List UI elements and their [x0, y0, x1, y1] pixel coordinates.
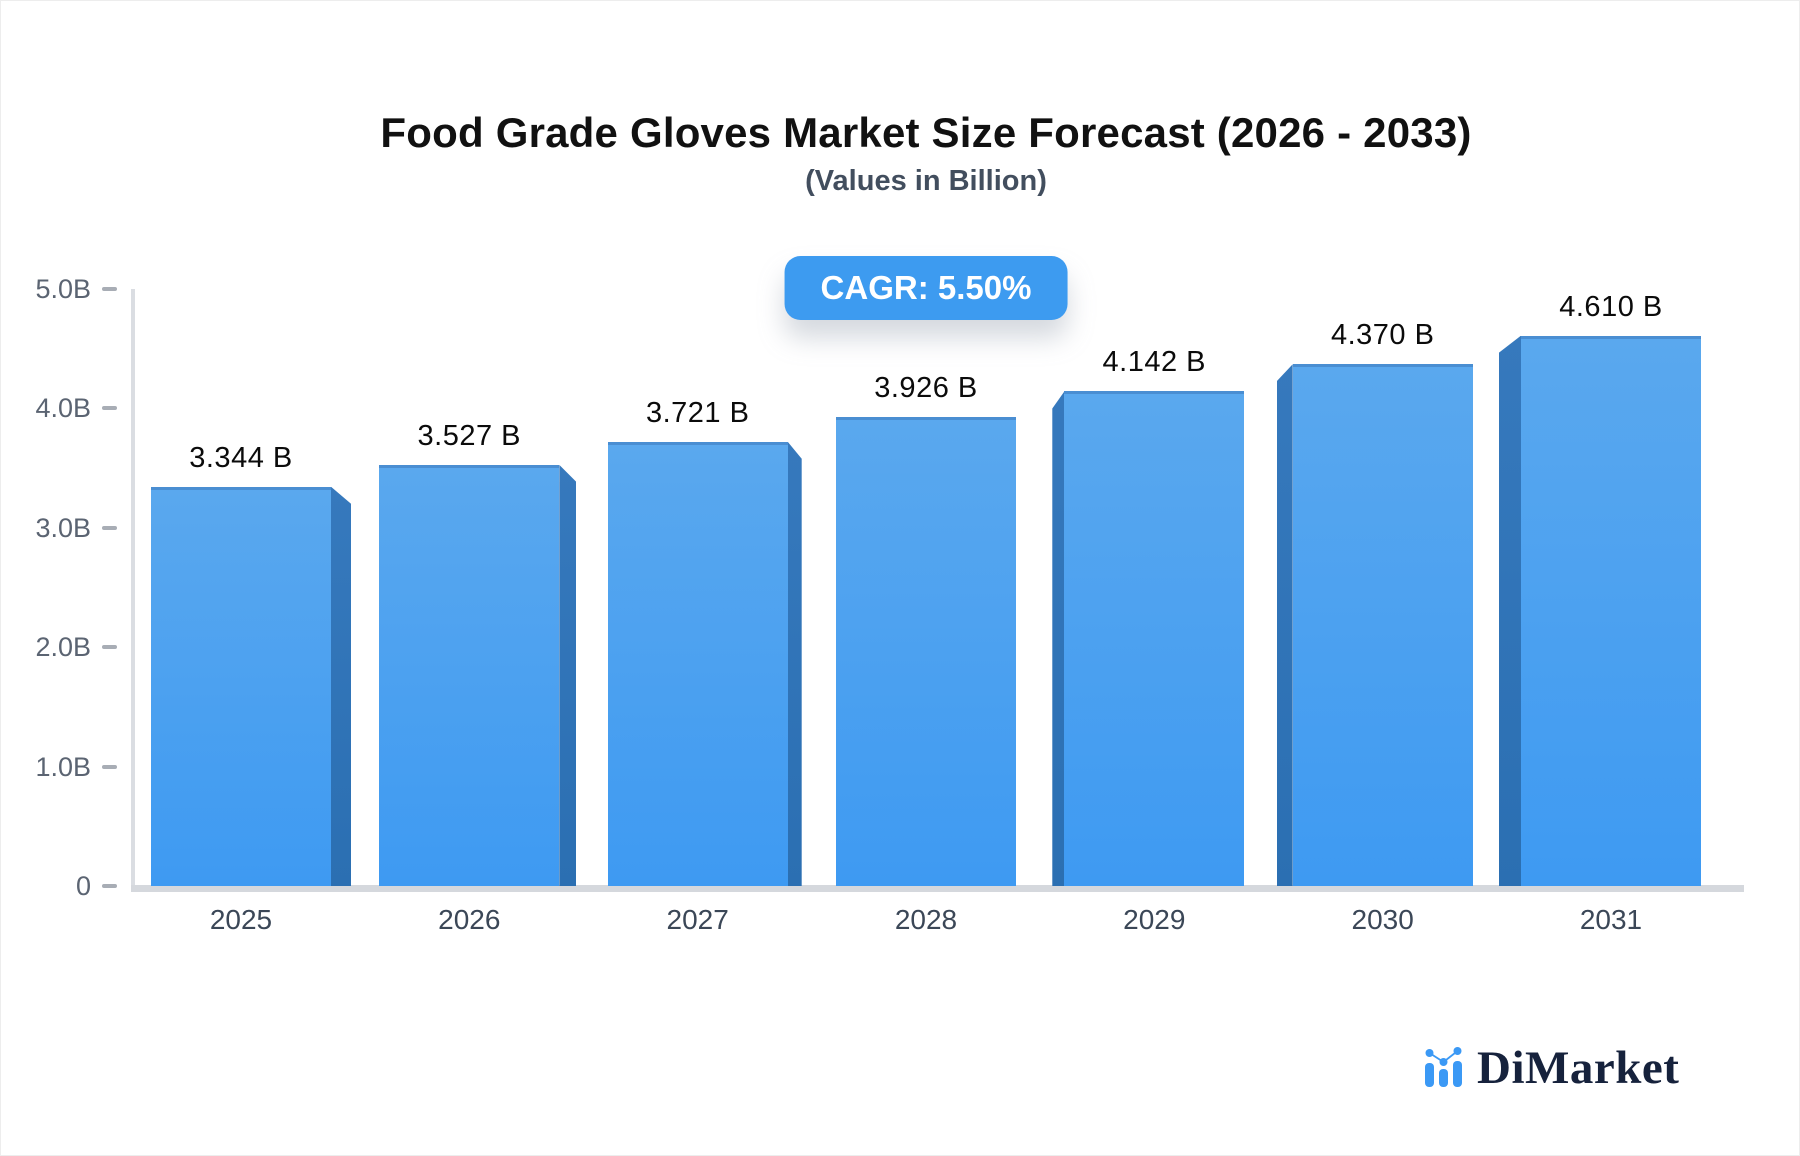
x-axis-baseline [131, 885, 1744, 892]
y-tick-mark [102, 525, 117, 530]
bar-value-label: 3.926 B [874, 372, 978, 405]
y-tick-label: 4.0B [35, 393, 91, 424]
y-axis-line [131, 289, 135, 886]
x-axis-label: 2031 [1579, 904, 1643, 935]
x-axis-label: 2029 [1123, 904, 1186, 935]
y-tick-mark [102, 406, 117, 411]
x-axis-label: 2025 [209, 904, 273, 935]
y-tick-label: 2.0B [35, 632, 91, 663]
bar-value-label: 3.527 B [417, 419, 522, 452]
bar-2025 [151, 486, 331, 886]
bar-side-face [787, 441, 802, 886]
cagr-badge: CAGR: 5.50% [784, 256, 1068, 320]
bar-2027 [607, 441, 788, 886]
y-tick-mark [102, 764, 117, 769]
bar-2031 [1521, 335, 1701, 886]
x-axis-label: 2027 [666, 904, 729, 935]
y-tick-mark [102, 645, 117, 650]
bar-side-face [559, 464, 577, 886]
y-tick-label: 3.0B [35, 512, 91, 543]
y-tick-mark [102, 884, 117, 888]
x-axis-label: 2028 [894, 904, 958, 935]
bar-chart-sparkline-icon [1425, 1047, 1462, 1087]
logo-text: DiMarket [1477, 1042, 1680, 1094]
y-tick-label: 1.0B [35, 751, 91, 782]
chart-title: Food Grade Gloves Market Size Forecast (… [380, 109, 1472, 156]
chart-subtitle: (Values in Billion) [805, 165, 1047, 197]
bar-value-label: 4.370 B [1330, 319, 1435, 352]
bar-value-label: 3.721 B [645, 396, 750, 429]
bar-side-face [331, 486, 351, 886]
y-tick-mark [102, 287, 117, 291]
bar-2030 [1292, 364, 1473, 886]
x-axis-label: 2026 [438, 904, 501, 935]
bar-value-label: 3.344 B [189, 441, 293, 474]
bar-side-face [1499, 335, 1521, 886]
y-tick-label: 5.0B [35, 274, 91, 304]
y-tick-label: 0 [75, 871, 91, 901]
bar-2026 [379, 464, 560, 886]
bar-2029 [1064, 391, 1245, 886]
bar-side-face [1276, 364, 1293, 886]
bar-side-face [1052, 391, 1065, 886]
bar-2028 [836, 417, 1016, 886]
x-axis-label: 2030 [1351, 904, 1414, 935]
bar-value-label: 4.142 B [1102, 346, 1207, 379]
bar-value-label: 4.610 B [1559, 290, 1663, 323]
dimarket-logo: DiMarket [1423, 1045, 1679, 1092]
